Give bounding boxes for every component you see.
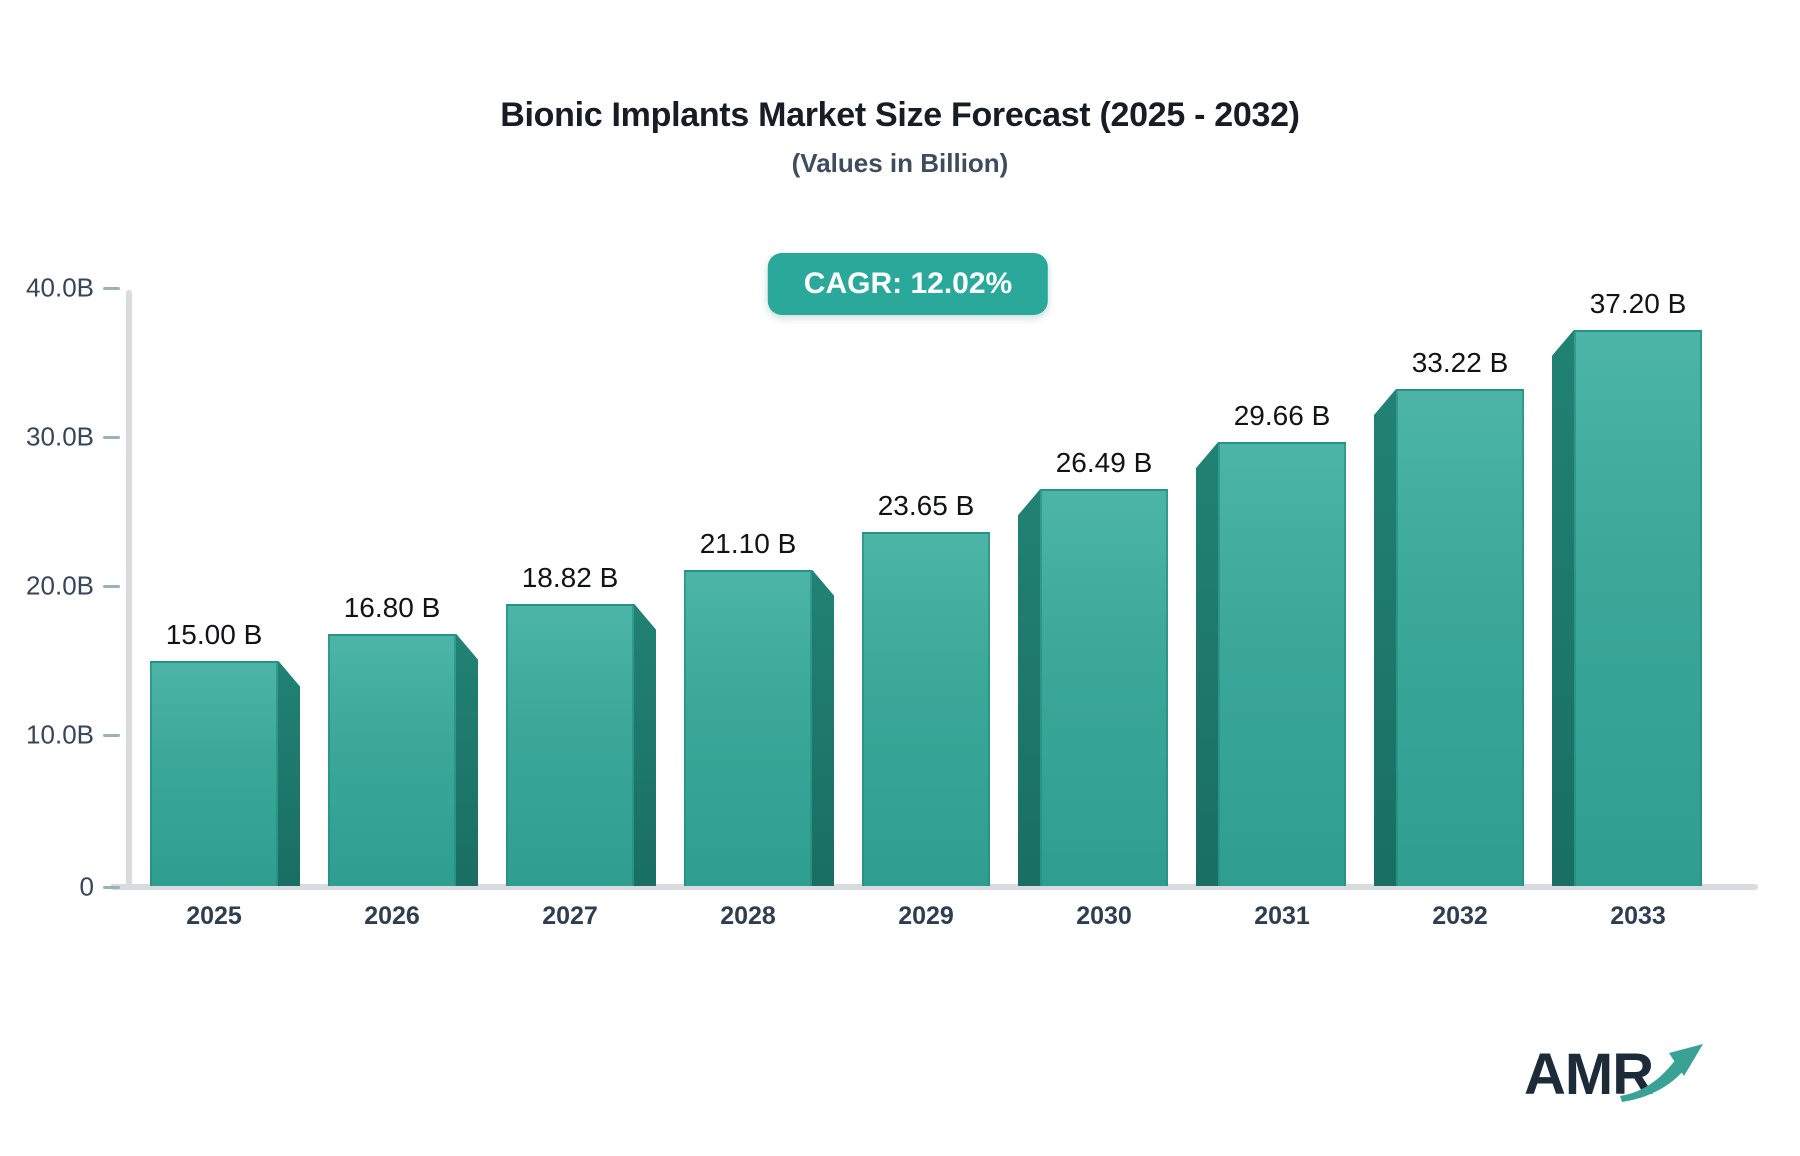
x-tick-label: 2032 <box>1432 902 1488 930</box>
amr-logo-arrow-icon <box>1620 1059 1686 1102</box>
y-tick-dash <box>103 885 120 889</box>
bar-side-face <box>1018 489 1040 886</box>
bar-side-face <box>1552 329 1574 886</box>
bar-2030 <box>1040 489 1168 886</box>
bar-side-face <box>278 660 300 886</box>
x-tick-label: 2033 <box>1610 902 1666 930</box>
bar-side-face <box>812 569 834 886</box>
y-tick-dash <box>103 286 120 290</box>
bar-value-label: 26.49 B <box>1055 447 1153 479</box>
x-tick-label: 2025 <box>186 902 242 930</box>
amr-logo: AMR <box>1524 1042 1703 1107</box>
bar-2033 <box>1574 329 1702 886</box>
bar-value-label: 29.66 B <box>1233 400 1331 432</box>
bar-value-label: 33.22 B <box>1411 347 1509 379</box>
bar-value-label: 21.10 B <box>699 527 797 559</box>
bar-2026 <box>328 633 456 886</box>
x-tick-label: 2031 <box>1254 902 1310 930</box>
y-axis-line <box>126 290 132 890</box>
bar-side-face <box>1374 389 1396 886</box>
y-tick-dash <box>103 733 120 737</box>
bar-value-label: 15.00 B <box>165 618 263 650</box>
cagr-badge: CAGR: 12.02% <box>767 253 1049 315</box>
x-tick-label: 2027 <box>542 902 598 930</box>
bar-value-label: 18.82 B <box>521 561 619 593</box>
y-tick-dash <box>103 435 120 439</box>
bar-value-label: 37.20 B <box>1589 287 1687 319</box>
bar-2032 <box>1396 389 1524 886</box>
bar-2027 <box>506 603 634 886</box>
x-axis-line <box>110 884 1758 890</box>
bar-side-face <box>456 633 478 886</box>
bar-side-face <box>1196 442 1218 886</box>
bar-2031 <box>1218 442 1346 886</box>
y-tick-dash <box>103 584 120 588</box>
chart-subtitle: (Values in Billion) <box>791 148 1009 178</box>
bar-value-label: 16.80 B <box>343 591 441 623</box>
x-tick-label: 2026 <box>364 902 420 930</box>
chart-title: Bionic Implants Market Size Forecast (20… <box>500 96 1300 134</box>
bar-side-face <box>634 603 656 886</box>
bar-2028 <box>684 569 812 886</box>
y-tick-label: 40.0B <box>26 272 94 303</box>
y-tick-label: 10.0B <box>26 719 94 750</box>
bar-value-label: 23.65 B <box>877 489 975 521</box>
bar-2029 <box>862 531 990 886</box>
y-tick-label: 0 <box>79 871 94 902</box>
x-tick-label: 2028 <box>720 902 776 930</box>
y-tick-label: 20.0B <box>26 570 94 601</box>
x-tick-label: 2030 <box>1076 902 1132 930</box>
x-tick-label: 2029 <box>898 902 954 930</box>
bar-2025 <box>150 660 278 886</box>
y-tick-label: 30.0B <box>26 421 94 452</box>
